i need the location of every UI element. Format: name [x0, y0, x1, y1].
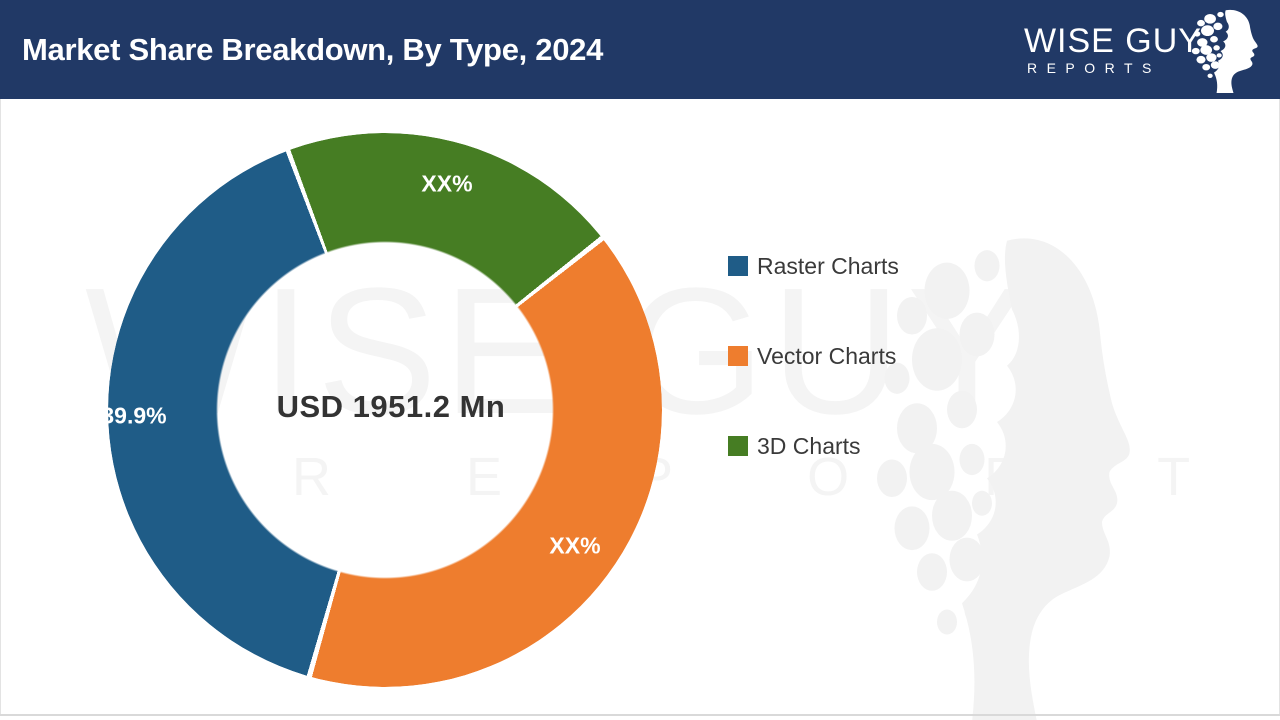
brand-logo-text: WISE GUY REPORTS — [1024, 24, 1202, 75]
brand-subtitle: REPORTS — [1026, 60, 1161, 76]
header-bar: Market Share Breakdown, By Type, 2024 WI… — [0, 0, 1280, 99]
wiseguy-face-watermark-icon — [877, 238, 1130, 720]
legend-item-3d-charts: 3D Charts — [728, 432, 899, 460]
legend-swatch-raster-charts — [728, 256, 748, 276]
slice-value-vector-charts: XX% — [549, 532, 601, 559]
legend-item-raster-charts: Raster Charts — [728, 252, 899, 280]
left-border-line — [0, 99, 1, 716]
donut-center-value: USD 1951.2 Mn — [276, 389, 506, 424]
legend-swatch-vector-charts — [728, 346, 748, 366]
legend-label: Vector Charts — [757, 342, 897, 369]
slice-value-raster-charts: 39.9% — [101, 402, 167, 429]
brand-name: WISE GUY — [1023, 22, 1202, 60]
brand-logo: WISE GUY REPORTS — [1024, 7, 1266, 93]
wiseguy-face-icon — [1191, 9, 1258, 93]
donut-chart — [108, 133, 662, 687]
legend-swatch-3d-charts — [728, 436, 748, 456]
legend-label: Raster Charts — [757, 252, 899, 279]
bottom-border-line — [0, 714, 1280, 716]
slice-value-3d-charts: XX% — [421, 170, 473, 197]
legend-item-vector-charts: Vector Charts — [728, 342, 899, 370]
legend-label: 3D Charts — [757, 432, 861, 459]
page-title: Market Share Breakdown, By Type, 2024 — [22, 31, 604, 67]
chart-legend: Raster Charts Vector Charts 3D Charts — [728, 252, 899, 522]
